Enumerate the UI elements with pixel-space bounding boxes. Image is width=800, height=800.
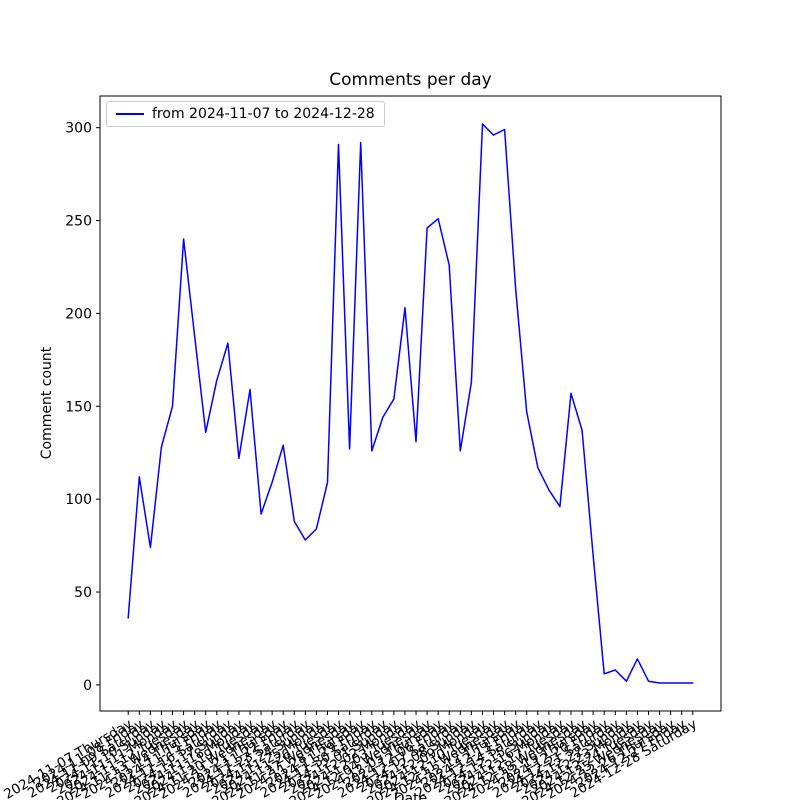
y-tick-label: 100 [65, 492, 92, 508]
y-tick-label: 250 [65, 214, 92, 230]
chart-title: Comments per day [329, 70, 492, 90]
y-tick-label: 50 [74, 585, 92, 601]
line-series [127, 123, 694, 684]
y-axis: 0 50 100 150 200 250 300 [65, 121, 100, 694]
y-tick-label: 150 [65, 399, 92, 415]
axes-spines [99, 95, 722, 712]
x-axis-label: Date [393, 791, 428, 800]
y-tick-label: 300 [65, 121, 92, 137]
legend: from 2024-11-07 to 2024-12-28 [106, 101, 385, 127]
legend-label: from 2024-11-07 to 2024-12-28 [152, 106, 375, 122]
y-tick-label: 0 [83, 678, 92, 694]
y-tick-label: 200 [65, 306, 92, 322]
legend-line-sample-icon [116, 113, 144, 115]
